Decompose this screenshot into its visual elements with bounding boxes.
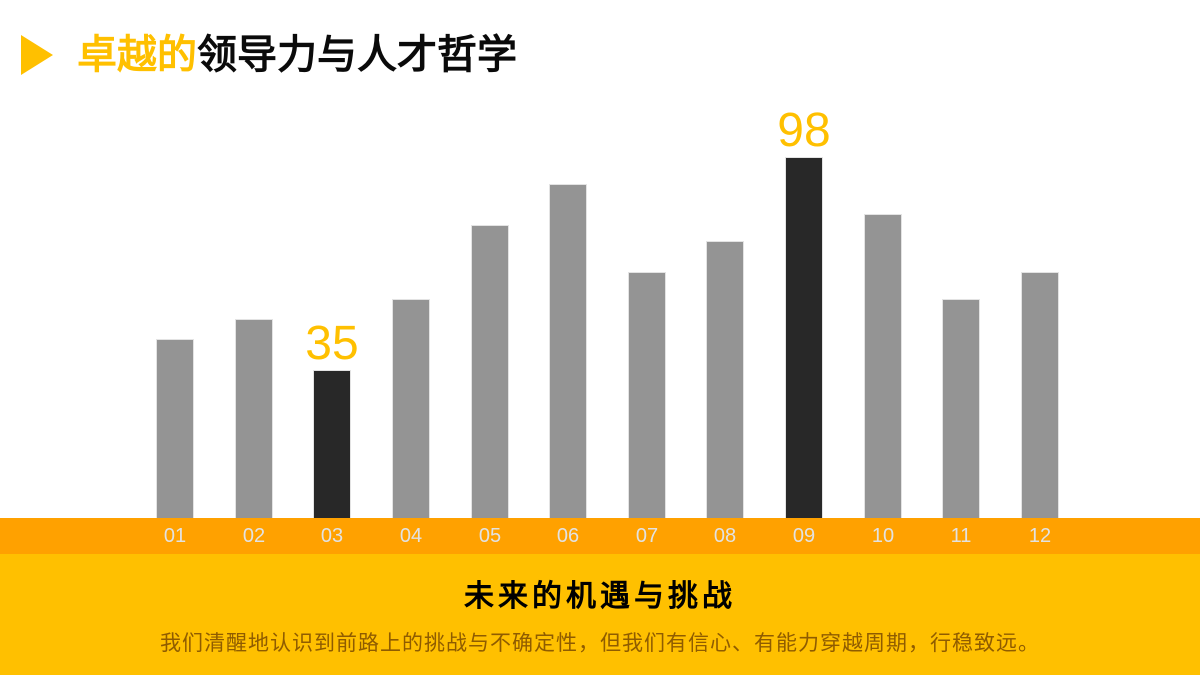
bar-06: [549, 184, 587, 518]
axis-label-12: 12: [1028, 525, 1052, 547]
footer-heading: 未来的机遇与挑战: [464, 580, 736, 613]
footer-band: 未来的机遇与挑战 我们清醒地认识到前路上的挑战与不确定性，但我们有信心、有能力穿…: [0, 554, 1200, 675]
axis-label-02: 02: [242, 525, 266, 547]
footer-subtitle: 我们清醒地认识到前路上的挑战与不确定性，但我们有信心、有能力穿越周期，行稳致远。: [160, 632, 1040, 655]
axis-label-11: 11: [950, 525, 972, 547]
slide-title-row: 卓越的领导力与人才哲学: [21, 30, 517, 80]
bar-01: [156, 339, 194, 518]
axis-label-10: 10: [871, 525, 895, 547]
title-rest: 领导力与人才哲学: [197, 33, 517, 77]
axis-label-01: 01: [163, 525, 187, 547]
axis-label-05: 05: [478, 525, 502, 547]
bar-02: [235, 319, 273, 518]
play-triangle-icon: [21, 35, 53, 75]
page-title: 卓越的领导力与人才哲学: [77, 35, 517, 75]
title-highlight: 卓越的: [77, 33, 197, 77]
axis-label-09: 09: [792, 525, 816, 547]
axis-label-06: 06: [556, 525, 580, 547]
bar-08: [706, 241, 744, 518]
bar-07: [628, 272, 666, 518]
axis-label-07: 07: [635, 525, 659, 547]
bar-04: [392, 299, 430, 518]
bar-highlighted-09: [785, 157, 823, 518]
bar-value-label-09: 98: [777, 104, 831, 157]
axis-label-04: 04: [399, 525, 423, 547]
x-axis-strip: 01 02 03 04 05 06 07 08 09 10 11 12: [0, 518, 1200, 554]
axis-label-03: 03: [320, 525, 344, 547]
axis-label-08: 08: [713, 525, 737, 547]
bar-11: [942, 299, 980, 518]
bar-highlighted-03: [313, 370, 351, 518]
bar-12: [1021, 272, 1059, 518]
bar-10: [864, 214, 902, 518]
bar-chart: 35 98: [156, 104, 1059, 518]
bar-value-label-03: 35: [305, 317, 359, 370]
bar-05: [471, 225, 509, 518]
